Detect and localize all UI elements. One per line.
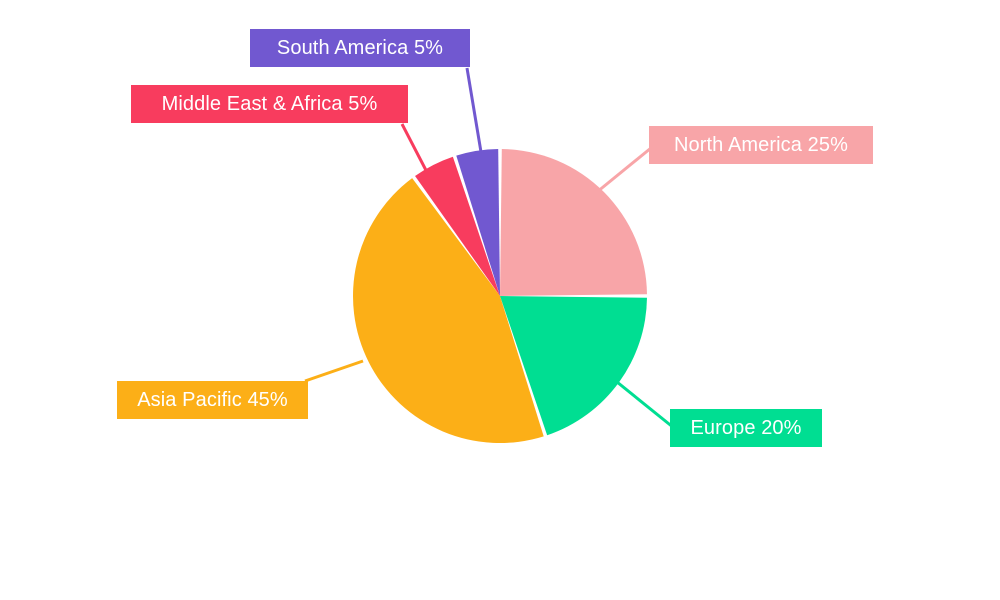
pie-slice-north-america[interactable] bbox=[500, 149, 647, 296]
pie-slice-group bbox=[353, 149, 647, 443]
slice-label-north-america[interactable]: North America 25% bbox=[649, 126, 873, 164]
middle-east-africa-leader bbox=[400, 123, 432, 179]
slice-label-middle-east-africa[interactable]: Middle East & Africa 5% bbox=[131, 85, 408, 123]
pie-slice-south-america[interactable] bbox=[456, 149, 500, 296]
pie-slice-middle-east-africa[interactable] bbox=[415, 156, 500, 296]
leader-line-group bbox=[304, 67, 675, 430]
slice-label-europe[interactable]: Europe 20% bbox=[670, 409, 822, 447]
europe-leader bbox=[616, 380, 675, 430]
slice-label-south-america[interactable]: South America 5% bbox=[250, 29, 470, 67]
pie-slice-europe[interactable] bbox=[500, 296, 647, 436]
asia-pacific-leader bbox=[304, 359, 364, 383]
north-america-leader bbox=[596, 146, 652, 194]
pie-slice-asia-pacific[interactable] bbox=[353, 178, 544, 443]
slice-label-asia-pacific[interactable]: Asia Pacific 45% bbox=[117, 381, 308, 419]
south-america-leader bbox=[465, 67, 483, 153]
